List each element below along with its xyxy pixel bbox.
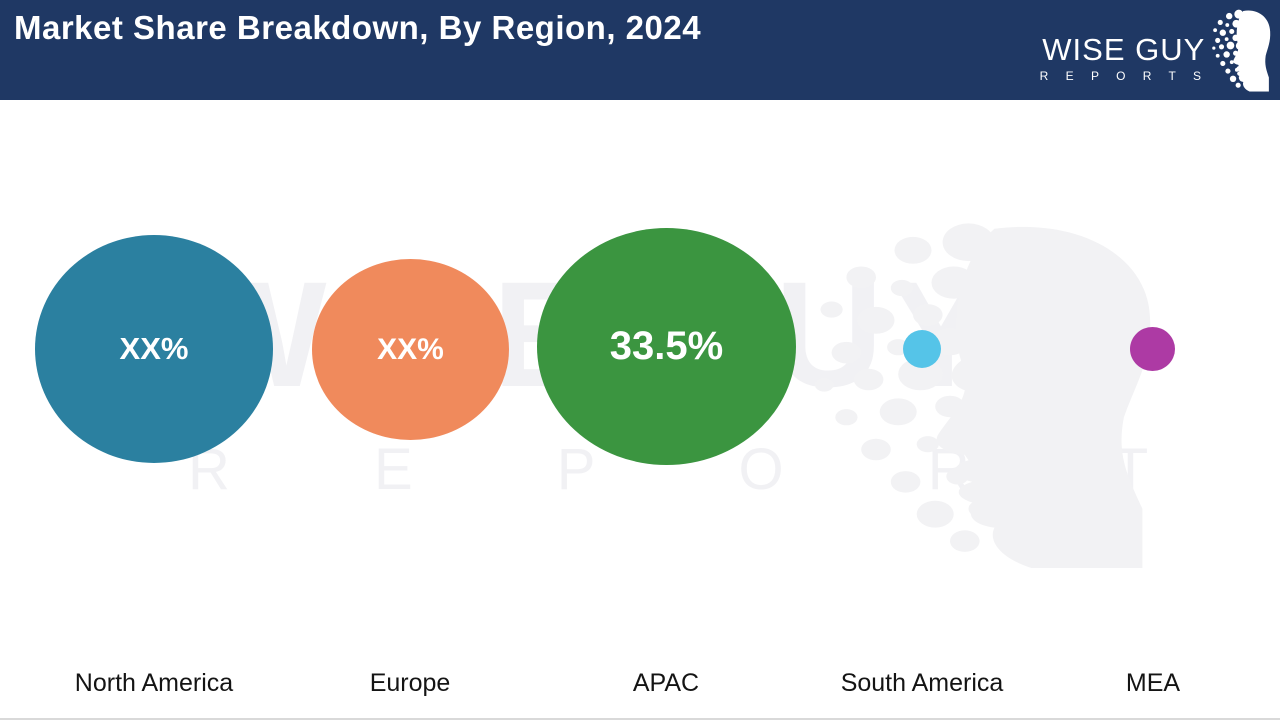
bubble-value-label: 33.5% <box>609 324 724 368</box>
category-label-mea: MEA <box>1125 669 1181 697</box>
brand-head-icon <box>1210 6 1274 94</box>
header-bar: Market Share Breakdown, By Region, 2024 … <box>0 0 1280 100</box>
brand-subtitle: R E P O R T S <box>1039 68 1208 83</box>
bubble-south-america <box>903 330 941 368</box>
watermark-head-icon <box>802 218 1172 568</box>
category-label-apac: APAC <box>632 669 700 697</box>
bubble-europe: XX% <box>312 259 509 440</box>
page-title: Market Share Breakdown, By Region, 2024 <box>14 9 702 46</box>
category-label-europe: Europe <box>369 669 451 697</box>
bubble-north-america: XX% <box>35 235 273 463</box>
bubble-mea <box>1130 327 1175 371</box>
bubble-apac: 33.5% <box>537 228 796 465</box>
bubble-value-label: XX% <box>377 332 444 366</box>
brand-name: WISE GUY <box>1042 31 1206 67</box>
bottom-divider <box>0 718 1280 720</box>
brand-logo: WISE GUY R E P O R T S <box>1040 2 1274 98</box>
category-label-north-america: North America <box>74 669 234 697</box>
bubble-value-label: XX% <box>119 331 189 366</box>
brand-logo-text: WISE GUY R E P O R T S <box>1040 32 1208 83</box>
category-label-south-america: South America <box>840 669 1004 697</box>
